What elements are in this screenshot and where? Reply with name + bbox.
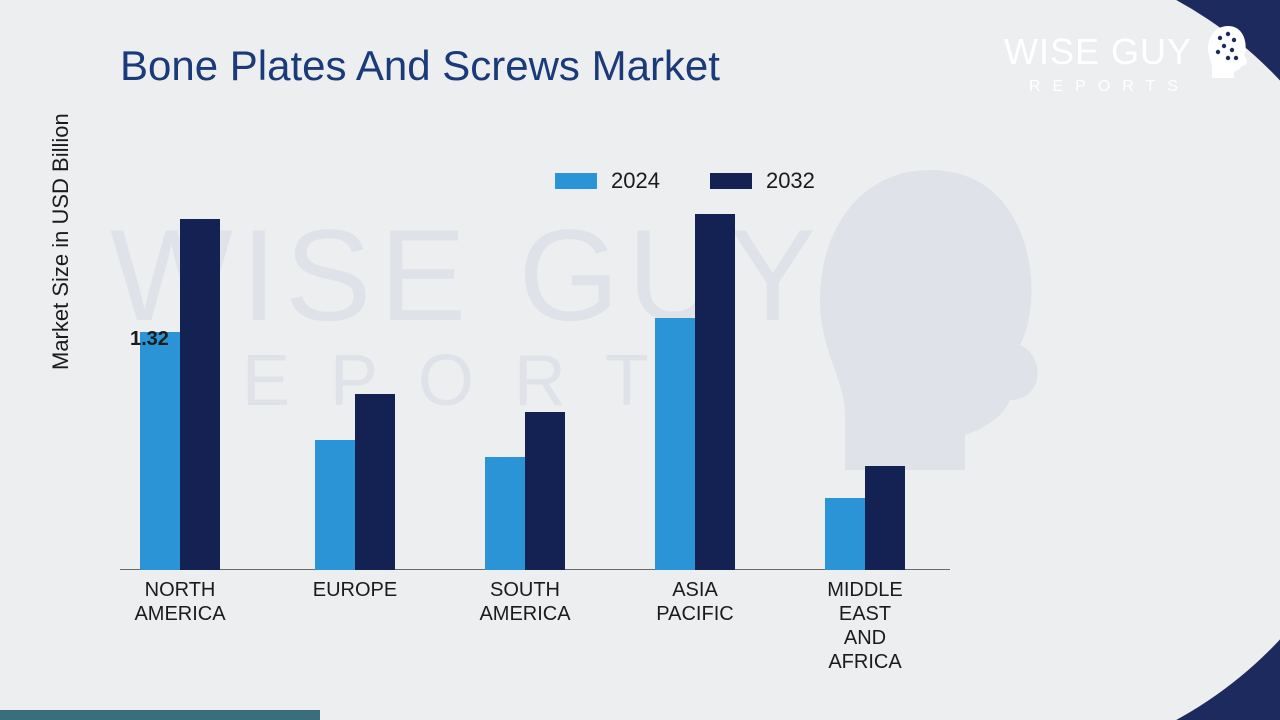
legend-swatch-2024 — [555, 173, 597, 189]
chart-legend: 2024 2032 — [555, 168, 815, 194]
bar-group — [315, 394, 395, 570]
bar — [525, 412, 565, 570]
bar-group — [825, 466, 905, 570]
legend-item-2024: 2024 — [555, 168, 660, 194]
x-axis-label: SOUTH AMERICA — [460, 578, 590, 626]
bar — [825, 498, 865, 570]
bar-group — [485, 412, 565, 570]
legend-label-2032: 2032 — [766, 168, 815, 194]
brand-logo: WISE GUY REPORTS — [998, 22, 1258, 96]
brand-logo-text-main: WISE GUY — [1004, 31, 1192, 73]
x-axis-label: ASIA PACIFIC — [630, 578, 760, 626]
bar — [485, 457, 525, 570]
chart-title: Bone Plates And Screws Market — [120, 42, 720, 90]
bar — [865, 466, 905, 570]
bar — [140, 332, 180, 570]
x-axis-label: MIDDLE EAST AND AFRICA — [800, 578, 930, 674]
bar-group — [140, 219, 220, 570]
brand-head-icon — [1198, 22, 1258, 82]
bar — [695, 214, 735, 570]
x-axis-label: EUROPE — [290, 578, 420, 602]
legend-swatch-2032 — [710, 173, 752, 189]
legend-label-2024: 2024 — [611, 168, 660, 194]
x-axis-label: NORTH AMERICA — [115, 578, 245, 626]
bar — [180, 219, 220, 570]
bar-group — [655, 214, 735, 570]
legend-item-2032: 2032 — [710, 168, 815, 194]
value-label: 1.32 — [130, 328, 169, 351]
page-root: WISE GUY REPORTS Bone Plates And Screws … — [0, 0, 1280, 720]
accent-bar — [0, 710, 320, 720]
bar — [315, 440, 355, 570]
brand-logo-main: WISE GUY — [998, 22, 1258, 82]
y-axis-label: Market Size in USD Billion — [48, 113, 74, 370]
chart-plot-area: 1.32 — [120, 210, 950, 570]
bar — [655, 318, 695, 570]
bar — [355, 394, 395, 570]
